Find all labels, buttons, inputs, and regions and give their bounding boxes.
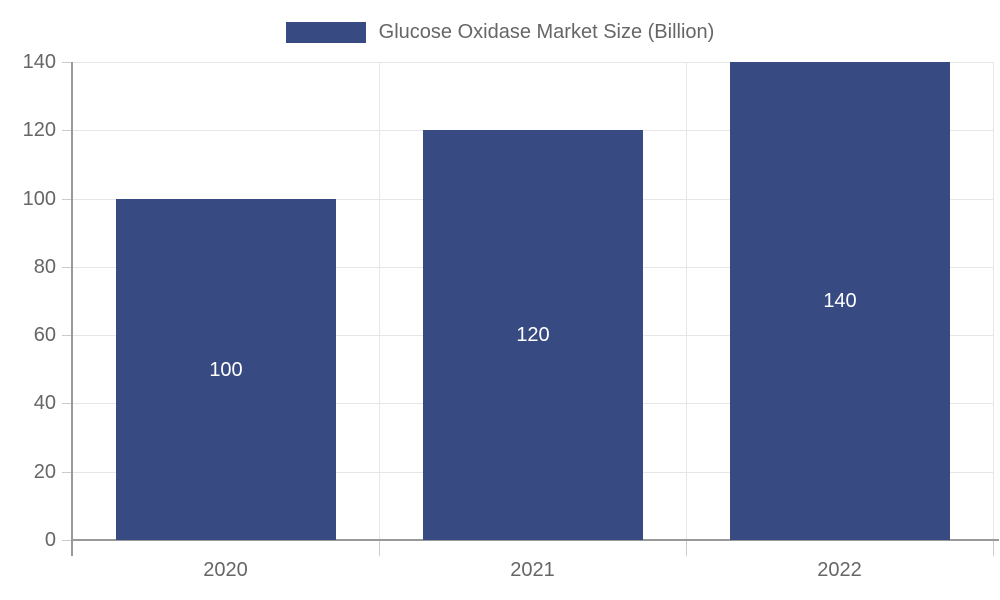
legend-label: Glucose Oxidase Market Size (Billion) xyxy=(378,21,715,43)
x-axis-tick xyxy=(379,540,380,556)
legend-item[interactable]: Glucose Oxidase Market Size (Billion) xyxy=(0,20,1000,44)
y-axis-label: 120 xyxy=(22,119,56,141)
y-axis-label: 80 xyxy=(33,256,56,278)
y-axis-line xyxy=(71,62,73,556)
legend-swatch xyxy=(285,21,366,43)
bar-value-label: 100 xyxy=(209,359,243,381)
y-axis-label: 0 xyxy=(44,529,56,551)
bar-value-label: 140 xyxy=(823,290,857,312)
x-axis-label: 2020 xyxy=(203,559,248,581)
gridline-vertical xyxy=(379,62,380,540)
y-axis-label: 20 xyxy=(33,461,56,483)
y-axis-tick xyxy=(62,267,72,268)
bar-value-label: 120 xyxy=(516,324,550,346)
y-axis-tick xyxy=(62,335,72,336)
y-axis-tick xyxy=(62,130,72,131)
y-axis-label: 40 xyxy=(33,392,56,414)
y-axis-tick xyxy=(62,540,72,541)
bar-2021[interactable] xyxy=(423,130,643,540)
x-axis-label: 2021 xyxy=(510,559,555,581)
gridline-horizontal xyxy=(72,62,993,63)
x-axis-line xyxy=(71,539,999,541)
x-axis-tick xyxy=(686,540,687,556)
gridline-vertical xyxy=(686,62,687,540)
y-axis-tick xyxy=(62,472,72,473)
x-axis-tick xyxy=(993,540,994,556)
y-axis-label: 100 xyxy=(22,188,56,210)
y-axis-label: 60 xyxy=(33,324,56,346)
bar-2020[interactable] xyxy=(116,199,336,540)
y-axis-tick xyxy=(62,199,72,200)
y-axis-tick xyxy=(62,403,72,404)
bar-2022[interactable] xyxy=(730,62,950,540)
gridline-vertical xyxy=(993,62,994,540)
x-axis-label: 2022 xyxy=(817,559,862,581)
y-axis-tick xyxy=(62,62,72,63)
y-axis-label: 140 xyxy=(22,51,56,73)
